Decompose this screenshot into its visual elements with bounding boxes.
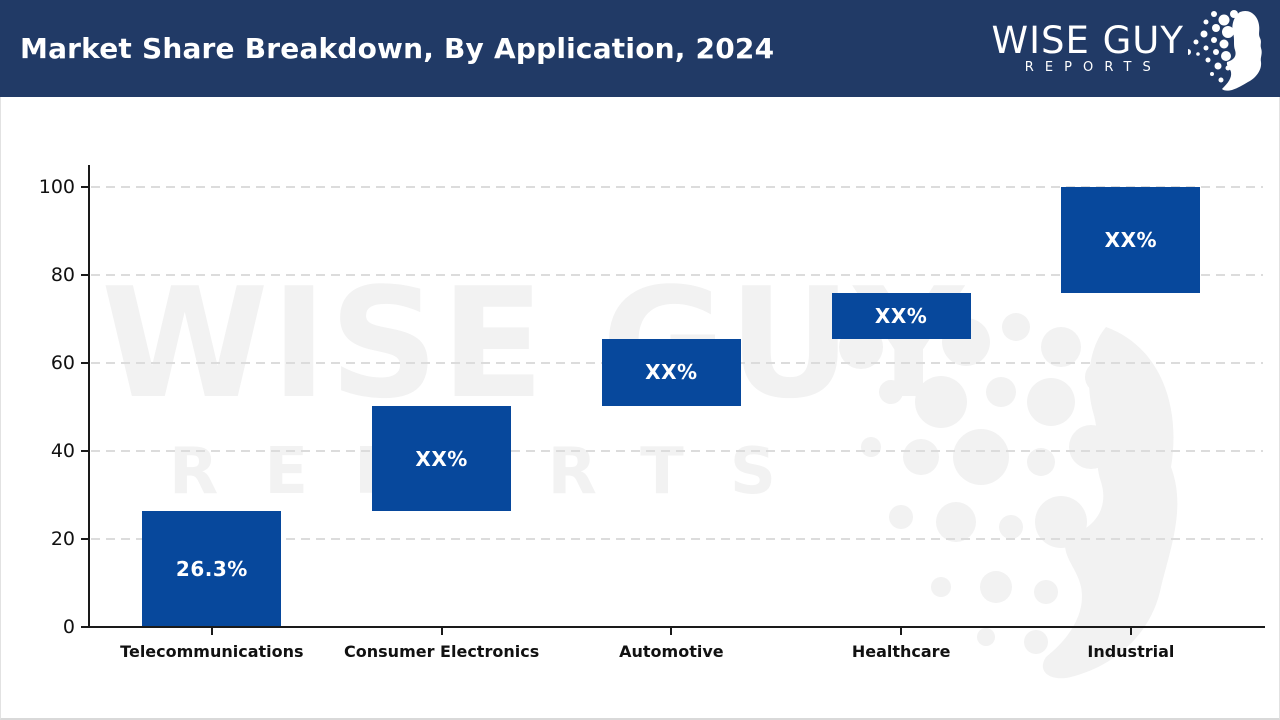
gridline-y40 bbox=[91, 450, 1263, 452]
waterfall-bar-industrial: XX% bbox=[1061, 187, 1201, 294]
watermark-wise-guy: WISE GUY bbox=[101, 255, 966, 432]
y-axis-tick-label: 80 bbox=[50, 264, 75, 286]
y-axis-tick bbox=[81, 274, 88, 276]
chart-area: WISE GUY REPORTS 020406080100Telecommuni… bbox=[0, 97, 1280, 720]
y-axis-tick bbox=[81, 362, 88, 364]
y-axis-tick-label: 60 bbox=[50, 352, 75, 374]
logo-head-icon bbox=[1188, 9, 1262, 91]
y-axis-tick-label: 0 bbox=[62, 616, 75, 638]
y-axis-tick bbox=[81, 186, 88, 188]
x-axis-tick bbox=[670, 628, 673, 635]
logo-text: WISE GUY REPORTS bbox=[992, 22, 1184, 75]
x-axis-category-label: Healthcare bbox=[851, 642, 951, 661]
x-axis-tick bbox=[900, 628, 903, 635]
x-axis-line bbox=[88, 626, 1265, 628]
x-axis-category-label: Consumer Electronics bbox=[344, 642, 540, 661]
y-axis-tick bbox=[81, 538, 88, 540]
x-axis-category-label: Industrial bbox=[1087, 642, 1175, 661]
gridline-y80 bbox=[91, 274, 1263, 276]
x-axis-tick bbox=[440, 628, 443, 635]
y-axis-line bbox=[88, 165, 90, 628]
waterfall-bar-healthcare: XX% bbox=[831, 293, 971, 339]
y-axis-tick bbox=[81, 450, 88, 452]
header: Market Share Breakdown, By Application, … bbox=[0, 0, 1280, 97]
gridline-y100 bbox=[91, 186, 1263, 188]
y-axis-tick-label: 100 bbox=[38, 176, 75, 198]
bar-value-label: XX% bbox=[645, 360, 698, 385]
y-axis-tick-label: 20 bbox=[50, 528, 75, 550]
x-axis-category-label: Automotive bbox=[619, 642, 724, 661]
bar-value-label: XX% bbox=[874, 303, 928, 328]
wise-guy-logo: WISE GUY REPORTS bbox=[992, 6, 1266, 92]
x-axis-tick bbox=[210, 628, 213, 635]
gridline-y20 bbox=[91, 538, 1263, 540]
waterfall-bar-telecommunications: 26.3% bbox=[142, 511, 282, 627]
page-title: Market Share Breakdown, By Application, … bbox=[20, 32, 775, 65]
y-axis-tick bbox=[81, 626, 88, 628]
waterfall-bar-consumer-electronics: XX% bbox=[372, 406, 512, 512]
watermark-head-graphic bbox=[839, 311, 1178, 679]
y-axis-tick-label: 40 bbox=[50, 440, 75, 462]
bar-value-label: 26.3% bbox=[175, 557, 248, 582]
waterfall-bar-automotive: XX% bbox=[601, 338, 741, 407]
bar-value-label: XX% bbox=[1104, 228, 1158, 253]
logo-brand-sub: REPORTS bbox=[1024, 59, 1162, 75]
logo-brand-name: WISE GUY bbox=[991, 18, 1184, 62]
bar-value-label: XX% bbox=[415, 446, 468, 471]
x-axis-tick bbox=[1129, 628, 1132, 635]
x-axis-category-label: Telecommunications bbox=[120, 642, 304, 661]
